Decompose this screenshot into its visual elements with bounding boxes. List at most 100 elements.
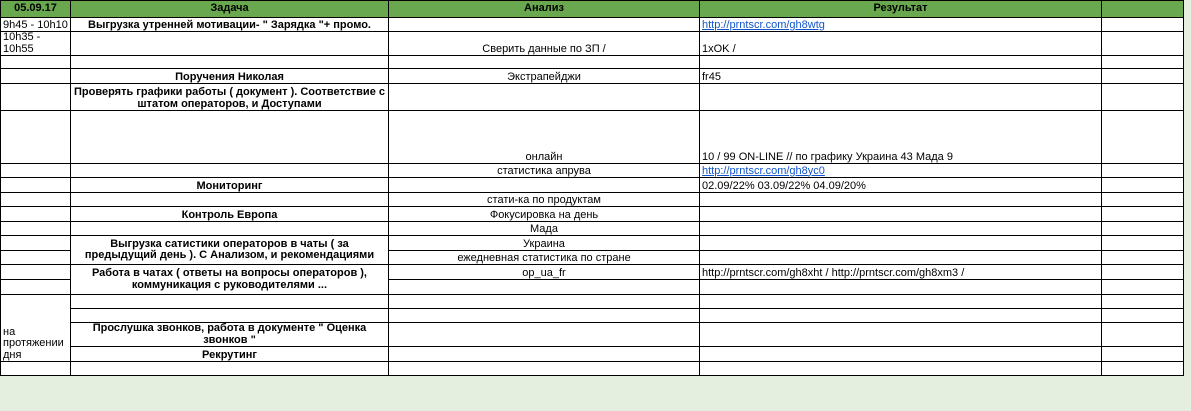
cell-task-recruiting[interactable]: Рекрутинг xyxy=(70,346,389,362)
cell-task-empty[interactable] xyxy=(70,294,389,309)
cell-time-empty[interactable] xyxy=(0,68,71,84)
table-row[interactable] xyxy=(0,361,1184,376)
cell-task-chat-work[interactable]: Работа в чатах ( ответы на вопросы опера… xyxy=(70,264,389,295)
cell-result-1xok[interactable]: 1xOK / xyxy=(699,31,1102,56)
cell-analysis-online[interactable]: онлайн xyxy=(388,110,700,164)
cell-analysis-empty[interactable] xyxy=(388,83,700,111)
cell-analysis-focus-of-day[interactable]: Фокусировка на день xyxy=(388,206,700,222)
cell-extra[interactable] xyxy=(1101,163,1184,178)
cell-time-empty[interactable] xyxy=(0,235,71,251)
cell-analysis-daily-country-stats[interactable]: ежедневная статистика по стране xyxy=(388,250,700,265)
cell-extra[interactable] xyxy=(1101,177,1184,193)
cell-result-plain-links[interactable]: http://prntscr.com/gh8xht / http://prnts… xyxy=(699,264,1102,280)
cell-extra[interactable] xyxy=(1101,279,1184,295)
cell-analysis-op-ua-fr[interactable]: op_ua_fr xyxy=(388,264,700,280)
cell-task-empty[interactable] xyxy=(70,31,389,56)
table-row[interactable]: Мада xyxy=(0,221,1184,236)
cell-task-empty[interactable] xyxy=(70,308,389,323)
cell-result-empty[interactable] xyxy=(699,279,1102,295)
table-row[interactable]: Контроль Европа Фокусировка на день xyxy=(0,206,1184,222)
cell-time-empty[interactable]: на протяжении дня xyxy=(0,294,71,362)
cell-analysis-check-zp[interactable]: Сверить данные по ЗП / xyxy=(388,31,700,56)
cell-task-empty-tall[interactable] xyxy=(70,110,389,164)
cell-time-empty[interactable] xyxy=(0,279,71,295)
table-row[interactable]: Работа в чатах ( ответы на вопросы опера… xyxy=(0,264,1184,295)
cell-time-empty[interactable] xyxy=(0,192,71,207)
cell-extra[interactable] xyxy=(1101,294,1184,309)
table-row[interactable]: онлайн 10 / 99 ON-LINE // по графику Укр… xyxy=(0,110,1184,164)
cell-extra[interactable] xyxy=(1101,361,1184,376)
table-row[interactable]: статистика апрува http://prntscr.com/gh8… xyxy=(0,163,1184,178)
cell-time-0945[interactable]: 9h45 - 10h10 xyxy=(0,17,71,32)
cell-extra[interactable] xyxy=(1101,110,1184,164)
table-row[interactable]: Рекрутинг xyxy=(1,346,1184,362)
cell-result-empty[interactable] xyxy=(699,55,1102,69)
cell-extra[interactable] xyxy=(1101,17,1184,32)
cell-analysis-empty[interactable] xyxy=(388,346,700,362)
cell-task-nikolay-assignments[interactable]: Поручения Николая xyxy=(70,68,389,84)
cell-analysis-approve-stats[interactable]: статистика апрува xyxy=(388,163,700,178)
cell-extra[interactable] xyxy=(1101,31,1184,56)
cell-result-empty[interactable] xyxy=(699,346,1102,362)
cell-extra[interactable] xyxy=(1101,250,1184,265)
table-row[interactable]: на протяжении дня xyxy=(0,294,1184,362)
cell-analysis-empty[interactable] xyxy=(388,294,700,309)
cell-analysis-empty[interactable] xyxy=(388,322,700,347)
cell-result-empty[interactable] xyxy=(699,221,1102,236)
cell-task-morning-motivation[interactable]: Выгрузка утренней мотивации- " Зарядка "… xyxy=(70,17,389,32)
cell-time-empty[interactable] xyxy=(0,206,71,222)
cell-task-check-schedules[interactable]: Проверять графики работы ( документ ). С… xyxy=(70,83,389,111)
table-row[interactable]: 10h35 - 10h55 Сверить данные по ЗП / 1xO… xyxy=(0,31,1184,56)
cell-task-empty[interactable] xyxy=(70,163,389,178)
cell-extra[interactable] xyxy=(1101,322,1184,347)
cell-result-percentages[interactable]: 02.09/22% 03.09/22% 04.09/20% xyxy=(699,177,1102,193)
cell-extra[interactable] xyxy=(1101,308,1184,323)
cell-time-empty[interactable] xyxy=(0,361,71,376)
table-row[interactable]: стати-ка по продуктам xyxy=(0,192,1184,207)
cell-result-empty[interactable] xyxy=(699,83,1102,111)
cell-analysis-empty[interactable] xyxy=(388,177,700,193)
cell-extra[interactable] xyxy=(1101,55,1184,69)
cell-extra[interactable] xyxy=(1101,206,1184,222)
cell-task-empty[interactable] xyxy=(70,221,389,236)
cell-result-empty[interactable] xyxy=(699,322,1102,347)
cell-result-empty[interactable] xyxy=(699,294,1102,309)
cell-analysis-mada[interactable]: Мада xyxy=(388,221,700,236)
cell-result-online-block[interactable]: 10 / 99 ON-LINE // по графику Украина 43… xyxy=(699,110,1102,164)
cell-extra[interactable] xyxy=(1101,83,1184,111)
table-row[interactable] xyxy=(1,308,1184,323)
cell-time-empty[interactable] xyxy=(0,250,71,265)
cell-time-empty[interactable] xyxy=(0,55,71,69)
cell-extra[interactable] xyxy=(1101,235,1184,251)
cell-time-empty[interactable] xyxy=(0,83,71,111)
table-row[interactable]: Выгрузка сатистики операторов в чаты ( з… xyxy=(0,235,1184,265)
cell-task-empty[interactable] xyxy=(70,192,389,207)
cell-extra[interactable] xyxy=(1101,264,1184,280)
cell-time-empty[interactable] xyxy=(0,264,71,280)
cell-extra[interactable] xyxy=(1101,68,1184,84)
cell-result-empty[interactable] xyxy=(699,361,1102,376)
table-row[interactable]: Проверять графики работы ( документ ). С… xyxy=(0,83,1184,111)
cell-extra[interactable] xyxy=(1101,346,1184,362)
cell-result-empty[interactable] xyxy=(699,206,1102,222)
cell-task-monitoring[interactable]: Мониторинг xyxy=(70,177,389,193)
cell-task-control-europe[interactable]: Контроль Европа xyxy=(70,206,389,222)
table-row[interactable]: ежедневная статистика по стране xyxy=(0,250,1184,265)
table-row[interactable]: 9h45 - 10h10 Выгрузка утренней мотивации… xyxy=(0,17,1184,32)
table-row[interactable]: Прослушка звонков, работа в документе " … xyxy=(1,322,1184,347)
cell-analysis-extrapages[interactable]: Экстрапейджи xyxy=(388,68,700,84)
cell-result-link-gh8wtg[interactable]: http://prntscr.com/gh8wtg xyxy=(699,17,1102,32)
spreadsheet-table[interactable]: 05.09.17 Задача Анализ Результат 9h45 - … xyxy=(0,0,1184,376)
cell-task-call-listening[interactable]: Прослушка звонков, работа в документе " … xyxy=(70,322,389,347)
cell-analysis-empty[interactable] xyxy=(388,279,700,295)
cell-result-empty[interactable] xyxy=(699,235,1102,251)
cell-time-empty[interactable] xyxy=(0,163,71,178)
table-row[interactable]: Мониторинг 02.09/22% 03.09/22% 04.09/20% xyxy=(0,177,1184,193)
cell-result-empty[interactable] xyxy=(699,192,1102,207)
cell-result-link-gh8yc0[interactable]: http://prntscr.com/gh8yc0 xyxy=(699,163,1102,178)
cell-analysis-ukraine[interactable]: Украина xyxy=(388,235,700,251)
cell-time-empty[interactable] xyxy=(0,221,71,236)
cell-analysis-empty[interactable] xyxy=(388,361,700,376)
cell-time-empty[interactable] xyxy=(0,110,71,164)
table-row[interactable]: Поручения Николая Экстрапейджи fr45 xyxy=(0,68,1184,84)
